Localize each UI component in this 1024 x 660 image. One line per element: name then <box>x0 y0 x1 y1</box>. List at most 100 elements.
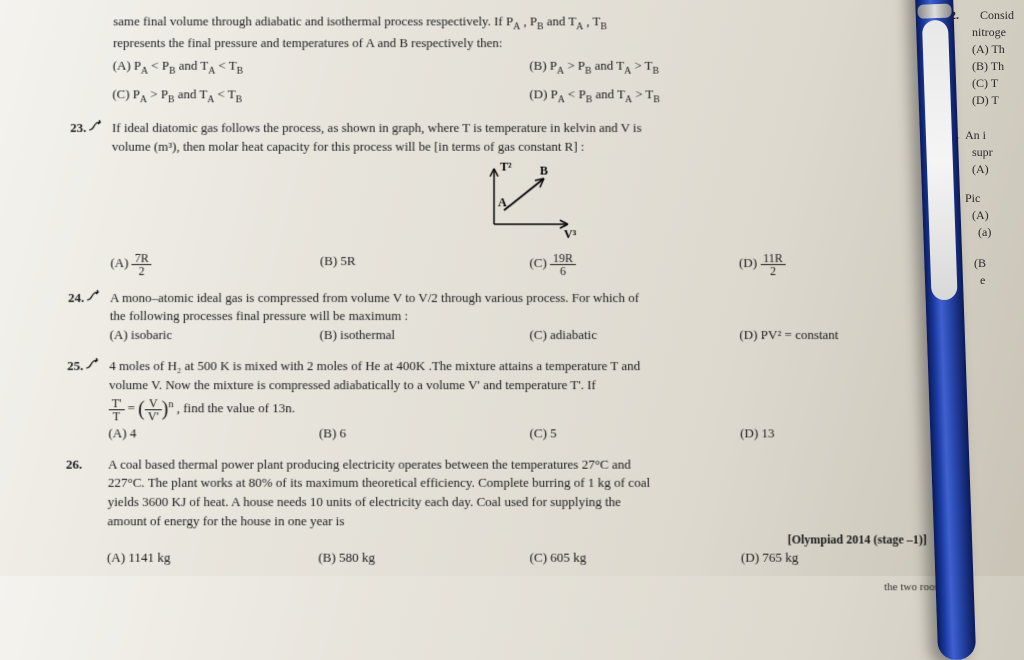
r4: 4. Pic <box>950 191 1024 206</box>
sub-a: A <box>513 21 520 32</box>
exam-page: same final volume through adiabatic and … <box>0 3 1024 607</box>
q23-t2: volume (m³), then molar heat capacity fo… <box>112 139 585 154</box>
q22-intro: same final volume through adiabatic and … <box>113 13 981 53</box>
s: A <box>141 65 148 76</box>
t: < T <box>215 57 237 72</box>
s: B <box>653 94 660 105</box>
q26-options: (A) 1141 kg (B) 580 kg (C) 605 kg (D) 76… <box>107 549 988 568</box>
difficulty-icon <box>961 9 977 19</box>
t: An i <box>965 128 986 142</box>
q25-block: 25. 4 moles of H₂ at 500 K is mixed with… <box>68 357 986 443</box>
q24-head: 24. A mono–atomic ideal gas is compresse… <box>110 289 985 327</box>
r1C: (C) T <box>972 76 1024 91</box>
q22-t2: represents the final pressure and temper… <box>113 35 503 50</box>
q26-opt-c: (C) 605 kg <box>530 549 741 568</box>
r1c: nitroge <box>972 25 1024 40</box>
q23-block: 23. If ideal diatomic gas follows the pr… <box>70 119 983 276</box>
s: A <box>624 65 631 76</box>
r4d: (B <box>974 256 1024 271</box>
q23-head: 23. If ideal diatomic gas follows the pr… <box>112 119 982 156</box>
q25-head: 25. 4 moles of H₂ at 500 K is mixed with… <box>109 357 986 424</box>
q24-block: 24. A mono–atomic ideal gas is compresse… <box>69 289 984 346</box>
r4A: (A) <box>972 208 1024 223</box>
frac: 19R6 <box>550 252 576 277</box>
eq-rhs: VV' <box>145 397 162 422</box>
d: V' <box>145 410 162 422</box>
q26-t1: A coal based thermal power plant produci… <box>108 456 631 471</box>
q22-opt-a: (A) PA < PB and TA < TB <box>113 56 530 77</box>
q23-options: (A) 7R2 (B) 5R (C) 19R6 (D) 11R2 <box>110 252 983 277</box>
q23-opt-c: (C) 19R6 <box>529 252 739 277</box>
s: A <box>625 94 632 105</box>
t: and T <box>175 57 208 72</box>
olympiad-tag: [Olympiad 2014 (stage –1)] <box>67 531 927 549</box>
q25-opt-d: (D) 13 <box>740 424 951 443</box>
t: > T <box>631 57 652 72</box>
t: > P <box>564 57 585 72</box>
q24-opt-b: (B) isothermal <box>320 326 530 345</box>
q23-t1: If ideal diatomic gas follows the proces… <box>112 120 642 135</box>
sub-a2: A <box>576 21 583 32</box>
q25-opt-c: (C) 5 <box>530 424 741 443</box>
t: (D) P <box>529 87 557 102</box>
t: (D) <box>739 255 760 270</box>
t: < P <box>148 57 169 72</box>
t: (A) <box>110 255 131 270</box>
q26-t4: amount of energy for the house in one ye… <box>107 513 344 528</box>
t: (A) P <box>113 57 142 72</box>
q25-t1: 4 moles of H₂ at 500 K is mixed with 2 m… <box>109 358 640 373</box>
frac: 7R2 <box>132 252 152 277</box>
q22-t1: same final volume through adiabatic and … <box>113 14 513 29</box>
t: and T <box>591 57 624 72</box>
y-label: T² <box>500 160 512 173</box>
q23-opt-b: (B) 5R <box>320 252 530 277</box>
q25-t2: volume V. Now the mixture is compressed … <box>109 377 596 392</box>
eq-tail: , find the value of 13n. <box>177 400 296 415</box>
q22-t1c: and T <box>547 14 577 29</box>
r1B: (B) Th <box>972 59 1024 74</box>
q22-t1d: , T <box>586 14 600 29</box>
q24-opt-c: (C) adiabatic <box>530 326 740 345</box>
d: 2 <box>760 265 786 277</box>
t: 23. <box>70 120 86 135</box>
r4e: e <box>980 273 1024 288</box>
q25-opt-b: (B) 6 <box>319 424 530 443</box>
x-label: V³ <box>564 227 577 240</box>
q24-opt-a: (A) isobaric <box>109 326 319 345</box>
t: Pic <box>965 191 980 205</box>
eq-exp: n <box>168 399 173 410</box>
difficulty-icon <box>88 122 104 132</box>
t: and T <box>174 87 207 102</box>
n: 19R <box>550 252 576 265</box>
q24-t2: the following processes final pressure w… <box>110 308 408 323</box>
q22-opt-c: (C) PA > PB and TA < TB <box>112 86 529 107</box>
pt-b: B <box>540 163 548 177</box>
r1D: (D) T <box>972 93 1024 108</box>
t: and T <box>592 87 625 102</box>
n: 7R <box>132 252 152 265</box>
t: < P <box>565 87 586 102</box>
r3A: (A) <box>972 162 1024 177</box>
t: > P <box>147 87 168 102</box>
q26-head: 26. A coal based thermal power plant pro… <box>107 455 987 531</box>
t: > T <box>632 87 653 102</box>
r3: 3. An i <box>950 128 1024 143</box>
q25-num: 25. <box>67 357 102 376</box>
s: A <box>140 94 147 105</box>
q25-opt-a: (A) 4 <box>108 424 319 443</box>
q22-options: (A) PA < PB and TA < TB (B) PA > PB and … <box>112 56 981 107</box>
eq-lhs: T'T <box>109 397 125 422</box>
pt-a: A <box>498 195 507 209</box>
q24-opt-d: (D) PV² = constant <box>739 326 949 345</box>
q26-opt-a: (A) 1141 kg <box>107 549 318 568</box>
graph-svg: T² V³ A B <box>472 160 582 239</box>
sub-b: B <box>537 21 543 32</box>
q26-block: 26. A coal based thermal power plant pro… <box>67 455 988 568</box>
frac: 11R2 <box>760 252 786 277</box>
q24-t1: A mono–atomic ideal gas is compressed fr… <box>110 290 639 305</box>
d: 2 <box>132 265 152 277</box>
s: B <box>236 94 243 105</box>
sp2 <box>950 179 1024 189</box>
t: 25. <box>67 358 83 373</box>
s: B <box>237 65 244 76</box>
